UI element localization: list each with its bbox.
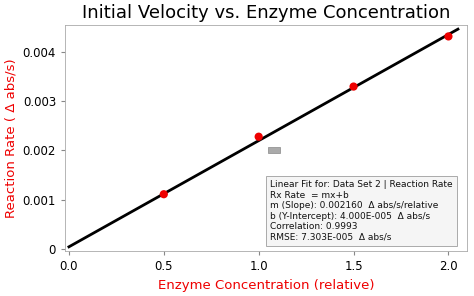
Y-axis label: Reaction Rate ( Δ abs/s): Reaction Rate ( Δ abs/s) <box>4 58 17 218</box>
Point <box>255 134 263 139</box>
Text: Linear Fit for: Data Set 2 | Reaction Rate
Rx Rate  = mx+b
m (Slope): 0.002160  : Linear Fit for: Data Set 2 | Reaction Ra… <box>270 181 453 242</box>
Point <box>160 192 168 197</box>
Point <box>350 84 357 89</box>
FancyBboxPatch shape <box>268 147 280 153</box>
X-axis label: Enzyme Concentration (relative): Enzyme Concentration (relative) <box>158 279 374 292</box>
Point <box>445 34 452 39</box>
Title: Initial Velocity vs. Enzyme Concentration: Initial Velocity vs. Enzyme Concentratio… <box>82 4 450 22</box>
